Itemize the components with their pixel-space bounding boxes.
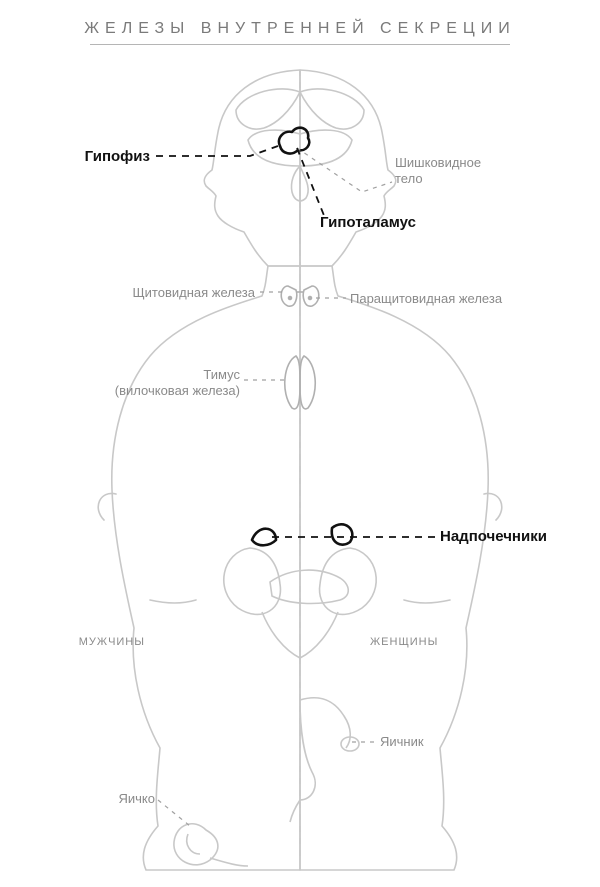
thyroid-label: Щитовидная железа (0, 285, 255, 301)
pineal-label: Шишковидноетело (395, 155, 525, 188)
diagram-stage: ЖЕЛЕЗЫ ВНУТРЕННЕЙ СЕКРЕЦИИ (0, 0, 600, 887)
female-label: ЖЕНЩИНЫ (370, 636, 570, 650)
hypothalamus-label: Гипоталамус (320, 214, 520, 233)
adrenals-icon (252, 524, 352, 545)
leader-line (297, 148, 325, 218)
male-label: МУЖЧИНЫ (0, 636, 145, 650)
testis-label: Яичко (0, 791, 155, 807)
ovary-label: Яичник (380, 734, 530, 750)
testis-icon (174, 800, 300, 866)
leader-lines (156, 146, 436, 826)
anatomy-figure (0, 0, 600, 887)
ovary-uterus-icon (300, 698, 359, 800)
leader-line (158, 800, 190, 826)
torso-outline (98, 266, 502, 870)
adrenals-label: Надпочечники (440, 528, 590, 547)
head-outline (204, 70, 396, 266)
leader-line (156, 146, 278, 156)
pituitary-label: Гипофиз (0, 148, 150, 167)
thymus-label: Тимус(вилочковая железа) (0, 367, 240, 400)
parathyroid-label: Паращитовидная железа (350, 291, 580, 307)
